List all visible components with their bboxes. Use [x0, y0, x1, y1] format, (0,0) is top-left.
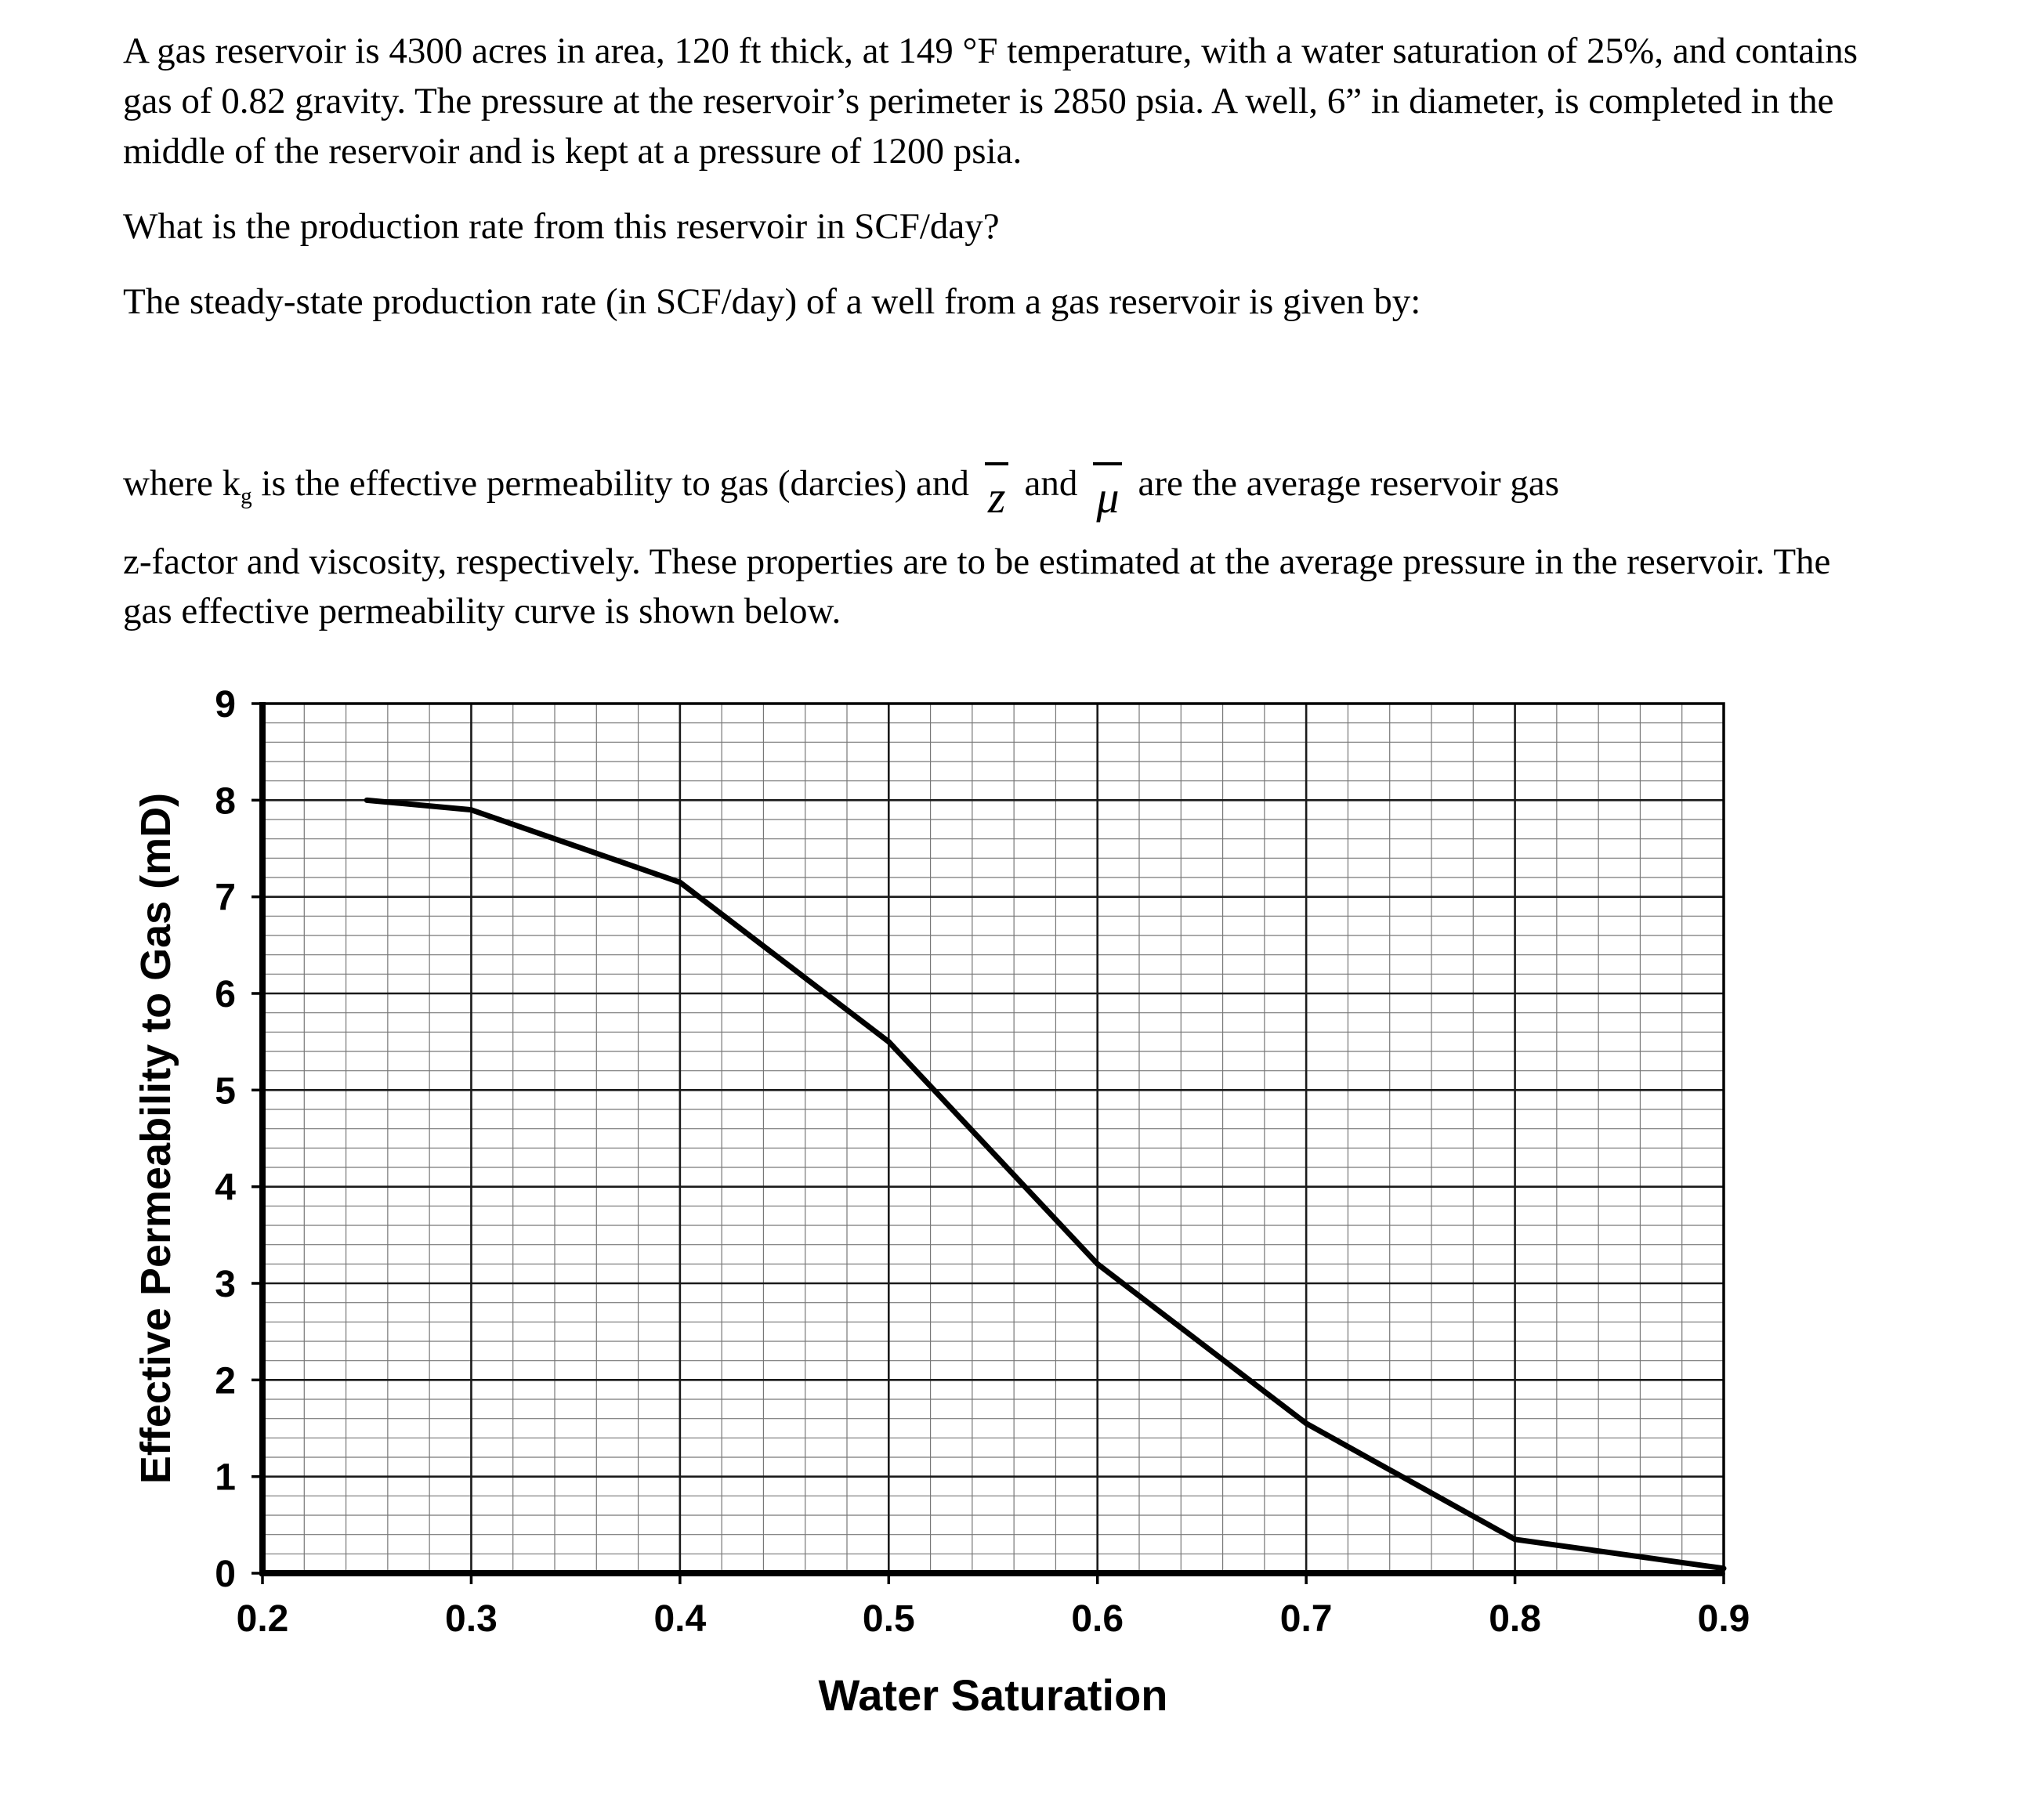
x-tick-label: 0.7	[1280, 1598, 1333, 1640]
x-axis-label: Water Saturation	[819, 1670, 1168, 1720]
equation-intro: The steady-state production rate (in SCF…	[123, 280, 1421, 322]
properties-note: z-factor and viscosity, respectively. Th…	[123, 541, 1831, 632]
y-tick-label: 0	[215, 1554, 236, 1595]
y-tick-label: 7	[215, 877, 236, 919]
plot-frame	[261, 702, 1725, 1576]
eq-line-pre: where k	[123, 462, 241, 504]
problem-statement: A gas reservoir is 4300 acres in area, 1…	[123, 31, 1858, 172]
y-tick-label: 1	[215, 1457, 236, 1499]
permeability-curve	[364, 798, 1727, 1572]
y-tick-label: 6	[215, 974, 236, 1015]
x-tick-label: 0.2	[237, 1598, 289, 1640]
y-tick-label: 3	[215, 1264, 236, 1305]
y-tick-label: 8	[215, 781, 236, 823]
y-tick-label: 2	[215, 1361, 236, 1402]
eq-line-mid: is the effective permeability to gas (da…	[252, 462, 969, 504]
z-bar-symbol: z	[980, 461, 1014, 523]
y-tick-label: 9	[215, 684, 236, 725]
y-tick-label: 4	[215, 1167, 236, 1209]
x-tick-label: 0.6	[1071, 1598, 1124, 1640]
x-tick-label: 0.4	[653, 1598, 706, 1640]
x-tick-label: 0.8	[1489, 1598, 1541, 1640]
x-tick-label: 0.5	[863, 1598, 915, 1640]
equation-variables-line: where kg is the effective permeability t…	[123, 445, 1886, 519]
z-bar-letter: z	[987, 471, 1006, 523]
mu-bar-letter: μ	[1096, 471, 1120, 523]
chart-container: 0.2 0.3 0.4 0.5 0.6 0.7 0.8 0.9 0 1 2 3 4 5 6 7 8 9 Water …	[114, 680, 1905, 1743]
kg-subscript: g	[241, 483, 252, 508]
permeability-chart: 0.2 0.3 0.4 0.5 0.6 0.7 0.8 0.9 0 1 2 3 4 5 6 7 8 9 Water …	[132, 684, 1750, 1720]
y-axis-label: Effective Permeability to Gas (mD)	[132, 793, 179, 1484]
page: A gas reservoir is 4300 acres in area, 1…	[114, 31, 1905, 1743]
y-tick-label: 5	[215, 1071, 236, 1113]
x-tick-label: 0.3	[445, 1598, 498, 1640]
eq-line-and: and	[1024, 462, 1078, 504]
question-text: What is the production rate from this re…	[123, 205, 1000, 247]
eq-line-post: are the average reservoir gas	[1138, 462, 1560, 504]
x-tick-label: 0.9	[1698, 1598, 1750, 1640]
mu-bar-symbol: μ	[1088, 461, 1127, 523]
